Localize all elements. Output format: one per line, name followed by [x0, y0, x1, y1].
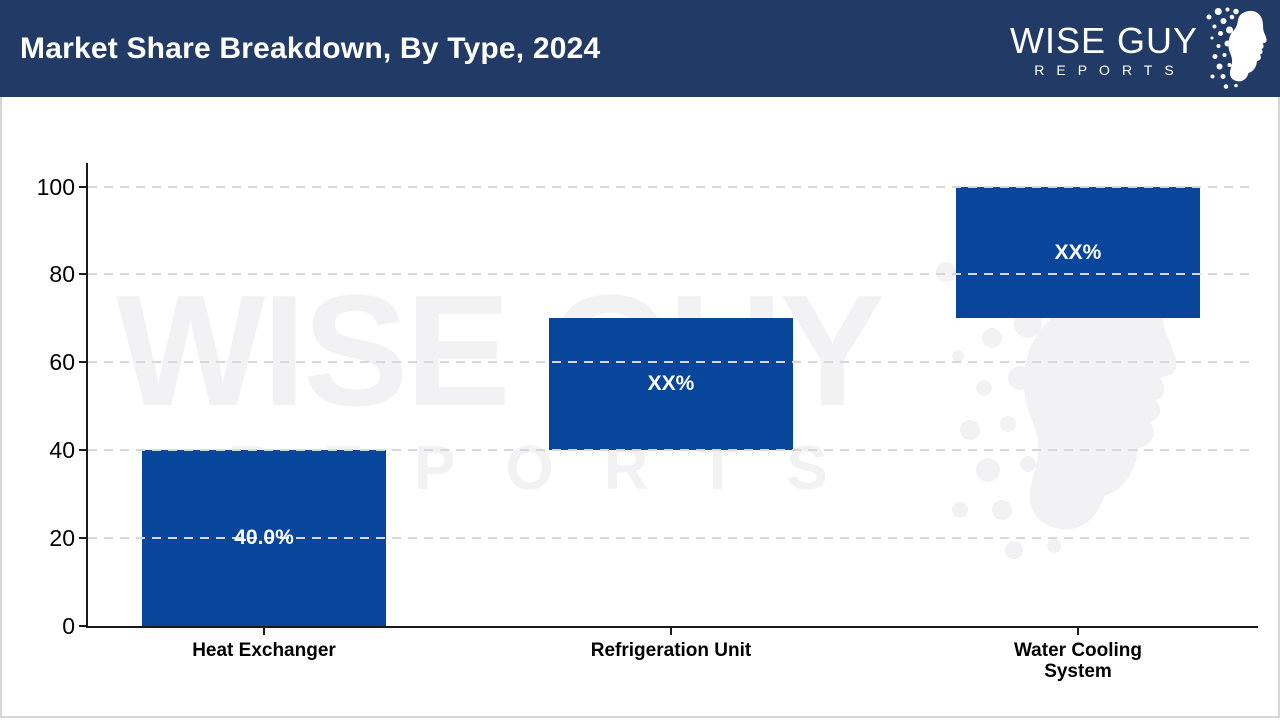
logo-brand-name: WISE GUY: [1009, 20, 1198, 61]
bar-segment: [549, 318, 793, 451]
bar-value-label: 40.0%: [234, 526, 294, 550]
y-axis-tick-label: 60: [49, 349, 75, 376]
chart-canvas-frame: [0, 97, 1280, 718]
x-axis-category-label: Heat Exchanger: [192, 640, 336, 661]
y-axis-tick: [79, 361, 86, 364]
gridline: [88, 361, 1253, 364]
gridline: [88, 185, 1253, 188]
bar-value-label: XX%: [647, 372, 695, 396]
logo-brand-subtitle: REPORTS: [1034, 62, 1186, 78]
y-axis-tick-label: 0: [62, 613, 75, 639]
y-axis-tick-label: 40: [49, 437, 75, 464]
x-axis-tick: [1077, 628, 1079, 635]
bar-value-label: XX%: [1054, 240, 1102, 264]
y-axis-tick-label: 20: [49, 525, 75, 552]
gridline: [88, 449, 1253, 452]
y-axis-line: [86, 163, 88, 628]
y-axis-tick: [79, 185, 86, 188]
x-axis-category-label: Water Cooling System: [1013, 640, 1143, 682]
y-axis-tick: [79, 449, 86, 452]
y-axis-tick-label: 100: [36, 173, 75, 200]
wise-guy-reports-logo: WISE GUY REPORTS: [1010, 4, 1272, 96]
dotted-face-icon: [1206, 7, 1267, 89]
x-axis-tick: [670, 628, 672, 635]
gridline: [88, 537, 1253, 540]
page-title: Market Share Breakdown, By Type, 2024: [20, 31, 601, 65]
y-axis-tick: [79, 273, 86, 276]
x-axis-line: [86, 626, 1258, 628]
x-axis-category-label: Refrigeration Unit: [590, 640, 752, 661]
y-axis-tick: [79, 537, 86, 540]
gridline: [88, 273, 1253, 276]
x-axis-tick: [263, 628, 265, 635]
y-axis-tick-label: 80: [49, 261, 75, 288]
header-bar: Market Share Breakdown, By Type, 2024 WI…: [0, 0, 1280, 97]
y-axis-tick: [79, 625, 86, 627]
